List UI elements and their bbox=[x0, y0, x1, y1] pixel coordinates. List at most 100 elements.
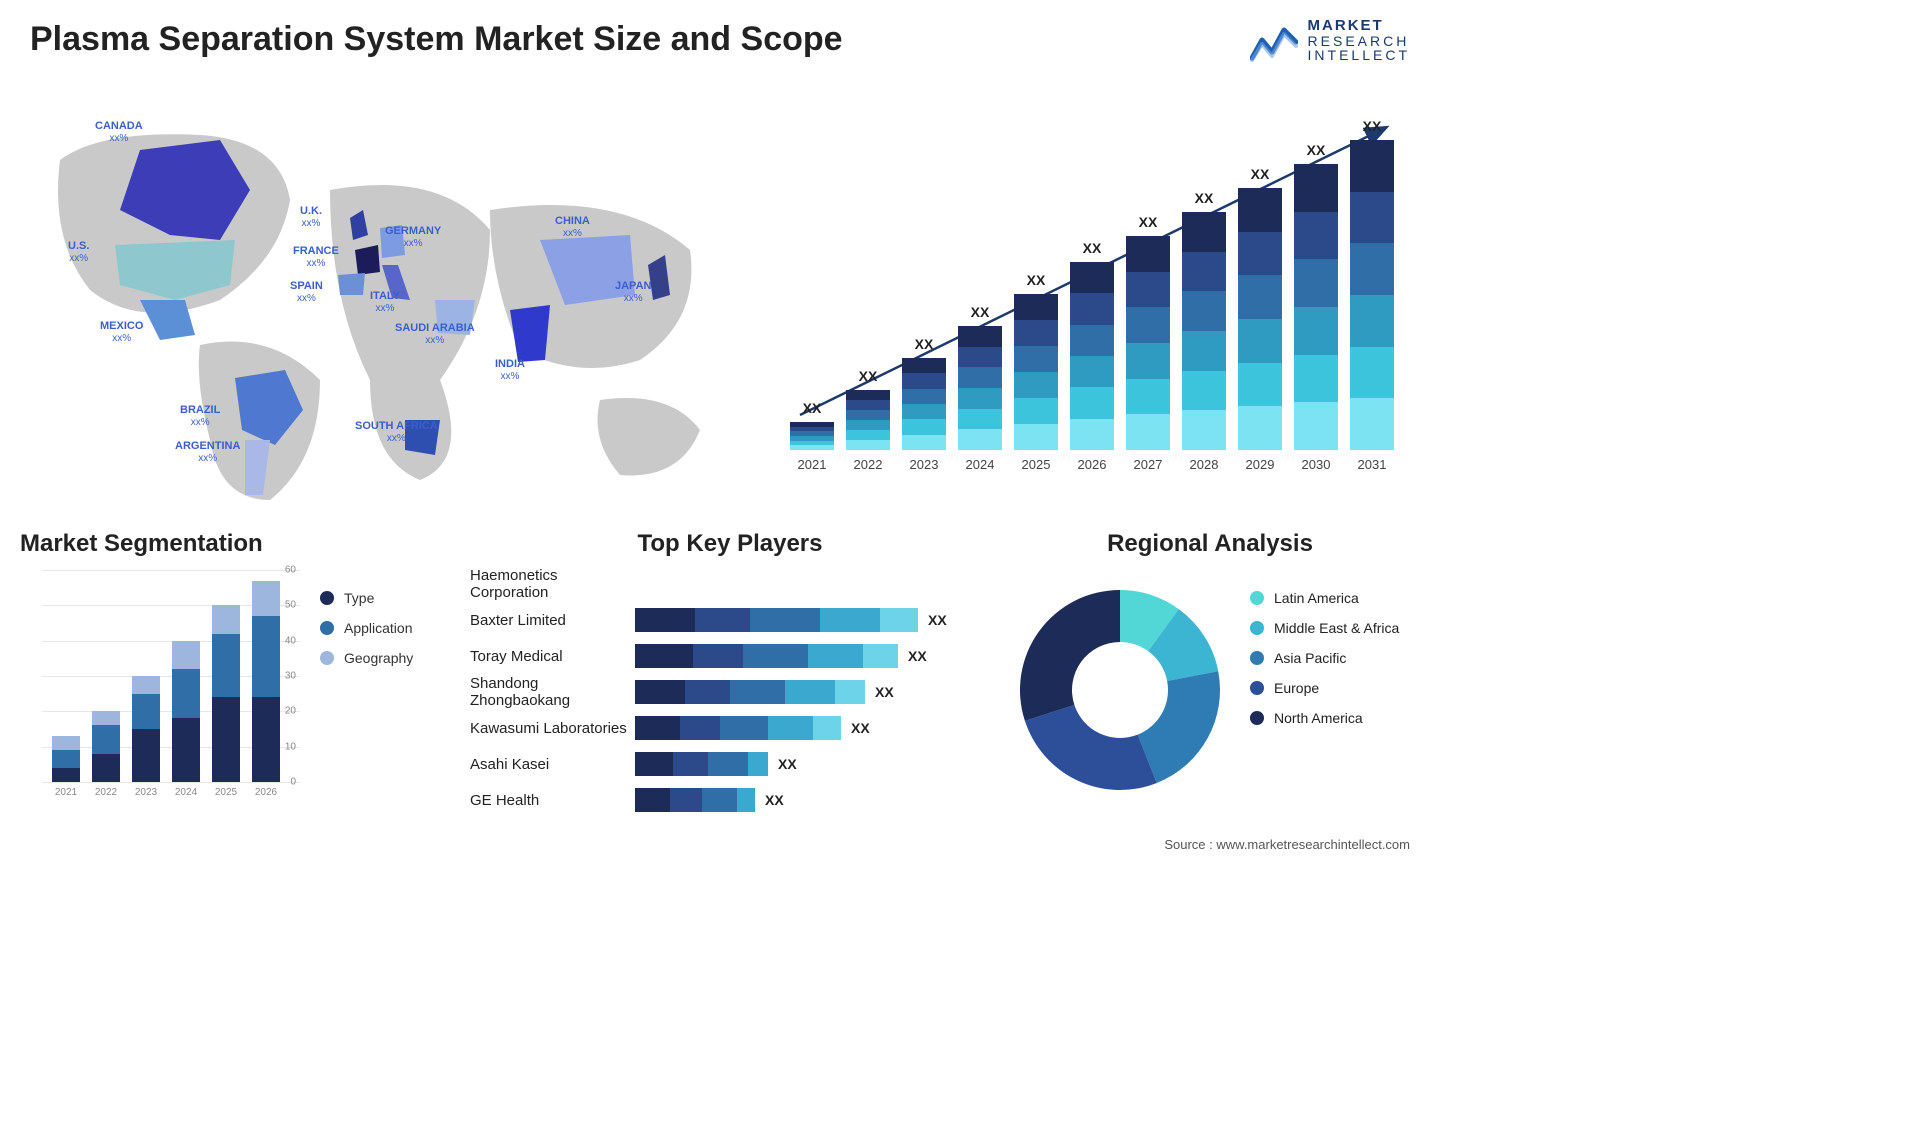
player-row: Asahi Kasei XX bbox=[470, 748, 990, 780]
player-row: GE Health XX bbox=[470, 784, 990, 816]
seg-bar-year: 2025 bbox=[212, 787, 240, 798]
main-bar-2026: 2026XX bbox=[1070, 262, 1114, 450]
seg-bar-year: 2026 bbox=[252, 787, 280, 798]
player-name: GE Health bbox=[470, 792, 635, 809]
main-bar-value: XX bbox=[1070, 240, 1114, 256]
player-row: Kawasumi Laboratories XX bbox=[470, 712, 990, 744]
legend-label: Asia Pacific bbox=[1274, 650, 1346, 666]
player-bar bbox=[635, 608, 918, 632]
player-name: Haemonetics Corporation bbox=[470, 567, 635, 601]
main-bar-value: XX bbox=[1294, 142, 1338, 158]
seg-ytick: 40 bbox=[285, 635, 296, 646]
map-label-japan: JAPANxx% bbox=[615, 280, 651, 304]
seg-ytick: 60 bbox=[285, 565, 296, 576]
main-bar-year: 2025 bbox=[1014, 457, 1058, 472]
main-bar-value: XX bbox=[1238, 166, 1282, 182]
seg-bar-year: 2023 bbox=[132, 787, 160, 798]
seg-ytick: 50 bbox=[285, 600, 296, 611]
donut-slice-northamerica bbox=[1020, 590, 1120, 721]
map-label-mexico: MEXICOxx% bbox=[100, 320, 143, 344]
map-label-us: U.S.xx% bbox=[68, 240, 89, 264]
player-row: Toray MedicalXX bbox=[470, 640, 990, 672]
legend-dot-icon bbox=[1250, 651, 1264, 665]
seg-bar-2023: 2023 bbox=[132, 676, 160, 782]
regional-legend-item: North America bbox=[1250, 710, 1399, 726]
map-country-france bbox=[355, 245, 380, 275]
players-title: Top Key Players bbox=[470, 530, 990, 558]
page-title: Plasma Separation System Market Size and… bbox=[30, 20, 843, 59]
player-row: Baxter Limited XX bbox=[470, 604, 990, 636]
seg-legend-item: Application bbox=[320, 620, 413, 636]
legend-label: Type bbox=[344, 590, 374, 606]
segmentation-title: Market Segmentation bbox=[20, 530, 440, 558]
main-bar-2029: 2029XX bbox=[1238, 188, 1282, 450]
legend-dot-icon bbox=[320, 651, 334, 665]
main-bar-year: 2031 bbox=[1350, 457, 1394, 472]
map-label-brazil: BRAZILxx% bbox=[180, 404, 220, 428]
main-bar-year: 2027 bbox=[1126, 457, 1170, 472]
seg-ytick: 30 bbox=[285, 671, 296, 682]
map-label-china: CHINAxx% bbox=[555, 215, 590, 239]
map-label-france: FRANCExx% bbox=[293, 245, 339, 269]
main-bar-year: 2028 bbox=[1182, 457, 1226, 472]
player-value: XX bbox=[875, 684, 894, 700]
main-bar-2023: 2023XX bbox=[902, 358, 946, 450]
main-bar-value: XX bbox=[902, 336, 946, 352]
seg-legend-item: Type bbox=[320, 590, 413, 606]
main-bar-year: 2030 bbox=[1294, 457, 1338, 472]
regional-donut bbox=[1010, 580, 1230, 800]
regional-panel: Regional Analysis Latin AmericaMiddle Ea… bbox=[1010, 530, 1410, 830]
seg-bar-year: 2022 bbox=[92, 787, 120, 798]
legend-label: Middle East & Africa bbox=[1274, 620, 1399, 636]
player-bar-wrap: XX bbox=[635, 608, 990, 632]
seg-bar-2022: 2022 bbox=[92, 711, 120, 782]
main-bar-year: 2026 bbox=[1070, 457, 1114, 472]
donut-slice-europe bbox=[1025, 705, 1157, 790]
main-bar-value: XX bbox=[1126, 214, 1170, 230]
segmentation-panel: Market Segmentation 0102030405060 202120… bbox=[20, 530, 440, 820]
legend-label: North America bbox=[1274, 710, 1363, 726]
player-value: XX bbox=[928, 612, 947, 628]
logo-line2: RESEARCH bbox=[1308, 34, 1410, 49]
player-bar-wrap: XX bbox=[635, 644, 990, 668]
seg-bar-2025: 2025 bbox=[212, 605, 240, 782]
logo-line3: INTELLECT bbox=[1308, 48, 1410, 63]
player-bar-wrap bbox=[635, 572, 990, 596]
world-map: CANADAxx%U.S.xx%MEXICOxx%BRAZILxx%ARGENT… bbox=[20, 100, 720, 500]
map-label-spain: SPAINxx% bbox=[290, 280, 323, 304]
main-bar-2024: 2024XX bbox=[958, 326, 1002, 450]
seg-bar-2024: 2024 bbox=[172, 641, 200, 782]
main-bar-value: XX bbox=[958, 304, 1002, 320]
map-label-saudiarabia: SAUDI ARABIAxx% bbox=[395, 322, 475, 346]
player-bar-wrap: XX bbox=[635, 752, 990, 776]
seg-bar-2026: 2026 bbox=[252, 581, 280, 782]
map-label-india: INDIAxx% bbox=[495, 358, 525, 382]
main-bar-year: 2024 bbox=[958, 457, 1002, 472]
player-value: XX bbox=[778, 756, 797, 772]
map-label-uk: U.K.xx% bbox=[300, 205, 322, 229]
player-value: XX bbox=[765, 792, 784, 808]
map-country-india bbox=[510, 305, 550, 362]
player-name: Asahi Kasei bbox=[470, 756, 635, 773]
player-name: Kawasumi Laboratories bbox=[470, 720, 635, 737]
main-bar-value: XX bbox=[1182, 190, 1226, 206]
player-bar bbox=[635, 644, 898, 668]
legend-dot-icon bbox=[1250, 711, 1264, 725]
main-bar-value: XX bbox=[790, 400, 834, 416]
player-name: Baxter Limited bbox=[470, 612, 635, 629]
player-row: Shandong ZhongbaokangXX bbox=[470, 676, 990, 708]
players-panel: Top Key Players Haemonetics CorporationB… bbox=[470, 530, 990, 830]
legend-dot-icon bbox=[1250, 681, 1264, 695]
player-value: XX bbox=[851, 720, 870, 736]
regional-legend-item: Latin America bbox=[1250, 590, 1399, 606]
seg-ytick: 0 bbox=[290, 777, 296, 788]
seg-bar-year: 2021 bbox=[52, 787, 80, 798]
player-bar bbox=[635, 788, 755, 812]
player-bar-wrap: XX bbox=[635, 680, 990, 704]
map-label-argentina: ARGENTINAxx% bbox=[175, 440, 240, 464]
main-bar-year: 2029 bbox=[1238, 457, 1282, 472]
seg-legend-item: Geography bbox=[320, 650, 413, 666]
legend-dot-icon bbox=[320, 621, 334, 635]
main-bar-value: XX bbox=[846, 368, 890, 384]
legend-dot-icon bbox=[1250, 591, 1264, 605]
